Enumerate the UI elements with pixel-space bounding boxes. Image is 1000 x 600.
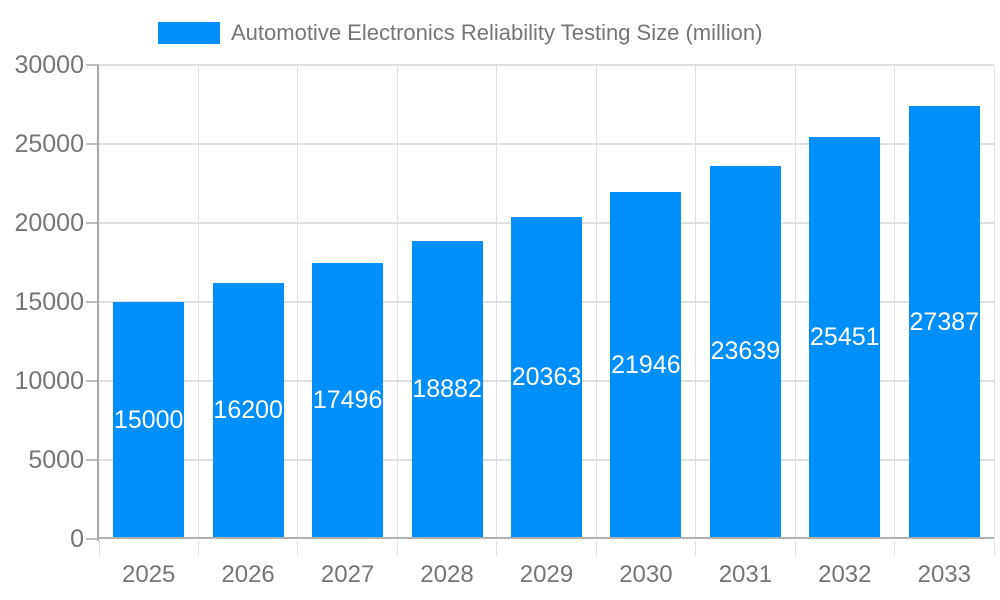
bar-label: 20363 [511,363,582,392]
x-tick-mark [396,541,398,556]
bar[interactable] [709,165,781,537]
x-tick-mark [894,541,896,556]
bar[interactable] [610,192,682,537]
bar[interactable] [212,283,284,537]
x-axis-line [97,537,994,539]
y-tick-mark [86,459,99,461]
x-tick-label: 2029 [519,561,574,588]
legend-item[interactable]: Automotive Electronics Reliability Testi… [158,20,762,45]
bar-label: 18882 [412,374,482,403]
y-tick-label: 15000 [14,288,84,316]
bar-label: 16200 [213,396,283,424]
legend-swatch [158,21,220,44]
gridline-v [197,65,199,539]
x-tick-mark [297,541,299,556]
x-tick-mark [595,541,597,556]
x-tick-label: 2028 [420,561,474,588]
y-tick-mark [86,301,99,303]
x-tick-label: 2027 [320,561,375,588]
gridline-v [894,65,896,539]
x-tick-mark [695,541,697,556]
bar-label: 25451 [810,322,880,351]
y-tick-mark [86,538,99,540]
y-tick-mark [86,64,99,66]
bar[interactable] [113,302,185,537]
gridline-v [794,65,796,539]
x-tick-label: 2025 [122,561,176,588]
bar[interactable] [511,217,582,537]
y-tick-label: 30000 [14,51,84,79]
bar[interactable] [908,106,980,537]
gridline-v [396,65,398,539]
gridline-v [695,65,697,539]
gridline-v [496,65,498,539]
gridline-h [99,143,994,145]
x-tick-label: 2030 [619,561,673,588]
y-tick-label: 10000 [14,367,84,395]
x-tick-label: 2031 [718,561,773,588]
y-tick-mark [86,222,99,224]
y-axis-line [97,65,99,541]
y-tick-label: 0 [70,525,84,553]
bar-label: 15000 [113,405,184,434]
bar-label: 27387 [909,307,980,336]
x-tick-label: 2026 [221,561,275,588]
y-tick-label: 20000 [14,209,84,237]
x-tick-mark [496,541,498,556]
bar[interactable] [411,240,483,537]
y-tick-label: 5000 [28,446,84,474]
gridline-v [595,65,597,539]
x-tick-mark [993,541,995,556]
legend-label: Automotive Electronics Reliability Testi… [231,20,763,45]
x-tick-label: 2033 [917,561,971,588]
gridline-v [993,65,995,539]
gridline-h [99,64,994,66]
bar-label: 23639 [710,337,781,366]
bar-label: 21946 [611,350,681,379]
y-tick-mark [86,143,99,145]
y-tick-mark [86,380,99,382]
bar[interactable] [312,262,384,537]
bar-label: 17496 [312,385,383,414]
x-tick-mark [794,541,796,556]
x-tick-label: 2032 [818,561,872,588]
bar[interactable] [809,136,881,537]
x-tick-mark [197,541,199,556]
gridline-v [297,65,299,539]
y-tick-label: 25000 [14,130,84,158]
x-tick-mark [98,541,100,556]
